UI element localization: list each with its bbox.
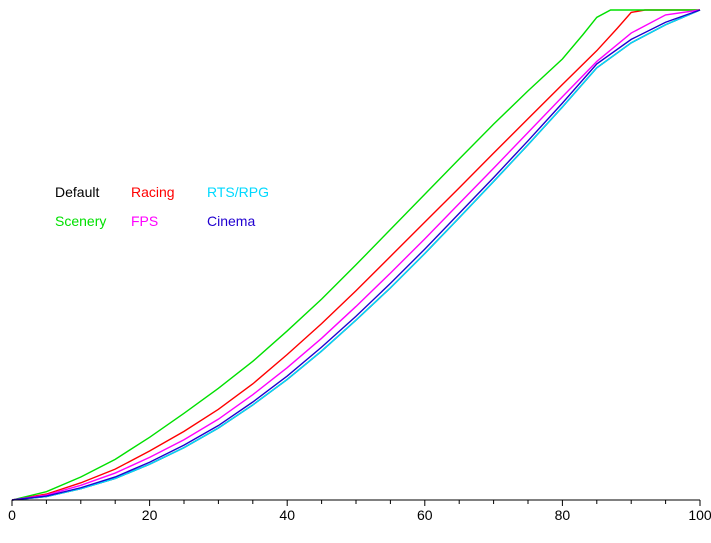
legend: DefaultRacingRTS/RPGSceneryFPSCinema [55,178,283,237]
legend-item-fps: FPS [131,207,201,236]
x-tick-label: 60 [417,507,433,523]
legend-item-cinema: Cinema [207,207,277,236]
legend-item-scenery: Scenery [55,207,125,236]
x-tick-label: 100 [688,507,711,523]
legend-item-racing: Racing [131,178,201,207]
legend-row: SceneryFPSCinema [55,207,283,236]
chart-container: 020406080100оттенок, % DefaultRacingRTS/… [0,0,711,543]
legend-item-rts-rpg: RTS/RPG [207,178,277,207]
legend-item-default: Default [55,178,125,207]
x-tick-label: 40 [279,507,295,523]
legend-row: DefaultRacingRTS/RPG [55,178,283,207]
x-tick-label: 0 [8,507,16,523]
line-chart: 020406080100оттенок, % [0,0,711,543]
x-tick-label: 80 [555,507,571,523]
x-tick-label: 20 [142,507,158,523]
